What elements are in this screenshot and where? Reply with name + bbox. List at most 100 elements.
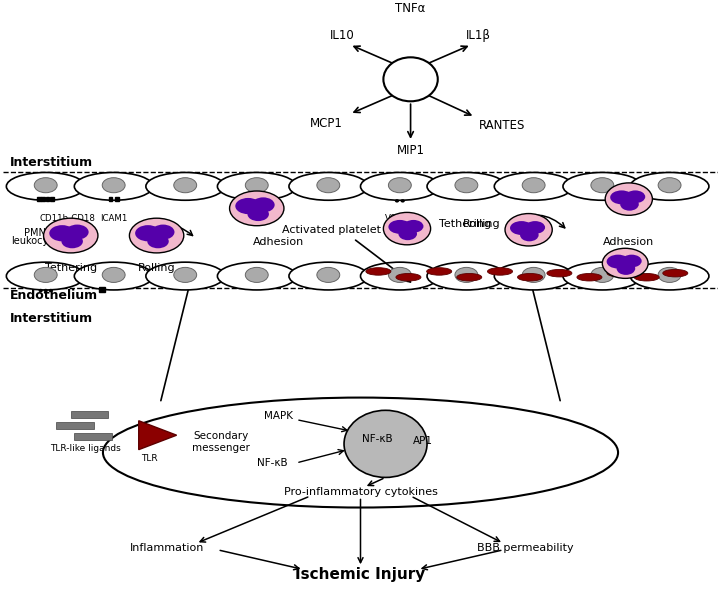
Ellipse shape	[607, 269, 632, 277]
Ellipse shape	[634, 274, 659, 281]
Ellipse shape	[591, 268, 614, 283]
Ellipse shape	[625, 190, 645, 203]
Text: leukocyte: leukocyte	[12, 236, 58, 247]
Ellipse shape	[43, 218, 98, 253]
Ellipse shape	[35, 178, 57, 193]
Ellipse shape	[317, 268, 340, 283]
Text: NF-κB: NF-κB	[362, 434, 392, 444]
Ellipse shape	[427, 172, 505, 200]
Ellipse shape	[563, 172, 642, 200]
Ellipse shape	[360, 172, 439, 200]
Ellipse shape	[610, 190, 633, 205]
Ellipse shape	[245, 268, 268, 283]
Text: Adhesion: Adhesion	[252, 237, 304, 247]
Ellipse shape	[317, 178, 340, 193]
Text: Interstitium: Interstitium	[10, 312, 93, 325]
Text: Pro-inflammatory cytokines: Pro-inflammatory cytokines	[283, 487, 438, 497]
Bar	[252, 197, 255, 202]
Polygon shape	[138, 421, 177, 449]
Text: Tethering: Tethering	[439, 219, 491, 229]
Ellipse shape	[61, 235, 83, 248]
Ellipse shape	[129, 218, 184, 253]
Text: Ischemic Injury: Ischemic Injury	[296, 566, 425, 581]
Ellipse shape	[663, 269, 688, 277]
Ellipse shape	[427, 262, 505, 290]
Ellipse shape	[102, 178, 125, 193]
Bar	[45, 197, 49, 201]
Circle shape	[38, 289, 43, 292]
Ellipse shape	[35, 268, 57, 283]
Bar	[71, 411, 108, 418]
Ellipse shape	[218, 172, 296, 200]
Ellipse shape	[289, 262, 368, 290]
Ellipse shape	[525, 221, 545, 234]
Text: Inflammation: Inflammation	[131, 543, 205, 553]
Ellipse shape	[522, 268, 545, 283]
Ellipse shape	[630, 172, 709, 200]
Ellipse shape	[384, 212, 430, 245]
Text: MCP1: MCP1	[310, 117, 342, 130]
Bar	[37, 197, 40, 201]
Ellipse shape	[389, 268, 411, 283]
Text: Adhesion: Adhesion	[603, 237, 655, 247]
Ellipse shape	[174, 268, 197, 283]
Ellipse shape	[495, 172, 573, 200]
Ellipse shape	[6, 172, 85, 200]
Ellipse shape	[658, 178, 681, 193]
Ellipse shape	[135, 225, 161, 241]
Ellipse shape	[563, 262, 642, 290]
Circle shape	[344, 410, 427, 478]
Text: ICAM1: ICAM1	[100, 214, 128, 223]
Text: VCAM1: VCAM1	[384, 214, 415, 223]
Ellipse shape	[622, 254, 642, 268]
Ellipse shape	[495, 262, 573, 290]
Text: CD11b-CD18: CD11b-CD18	[39, 214, 95, 223]
Ellipse shape	[74, 172, 153, 200]
Ellipse shape	[289, 172, 368, 200]
Circle shape	[43, 289, 48, 292]
Ellipse shape	[510, 221, 533, 235]
Circle shape	[401, 199, 405, 203]
Text: NF-κB: NF-κB	[257, 458, 288, 468]
Ellipse shape	[74, 262, 153, 290]
Ellipse shape	[547, 269, 572, 277]
Ellipse shape	[252, 197, 275, 212]
Ellipse shape	[404, 220, 423, 233]
Ellipse shape	[245, 178, 268, 193]
Text: MIP1: MIP1	[397, 143, 425, 157]
Ellipse shape	[616, 262, 635, 275]
Ellipse shape	[147, 235, 169, 248]
Text: IL10: IL10	[330, 29, 355, 41]
Ellipse shape	[66, 224, 89, 239]
Ellipse shape	[229, 191, 284, 226]
Ellipse shape	[520, 229, 539, 241]
Ellipse shape	[389, 178, 411, 193]
Ellipse shape	[455, 178, 478, 193]
Ellipse shape	[247, 207, 269, 221]
Text: Rolling: Rolling	[138, 263, 175, 274]
Bar	[50, 197, 53, 201]
Text: RANTES: RANTES	[479, 119, 525, 131]
Text: PMN: PMN	[24, 227, 46, 238]
Bar	[109, 197, 112, 202]
Ellipse shape	[487, 268, 513, 275]
Ellipse shape	[455, 268, 478, 283]
Text: MAPK: MAPK	[264, 411, 293, 421]
Circle shape	[384, 58, 438, 101]
Ellipse shape	[146, 262, 224, 290]
Ellipse shape	[146, 172, 224, 200]
Bar	[258, 197, 262, 202]
Text: Activated platelet: Activated platelet	[283, 225, 381, 235]
Ellipse shape	[456, 274, 482, 281]
Text: TLR: TLR	[141, 454, 158, 463]
Ellipse shape	[218, 262, 296, 290]
Ellipse shape	[522, 178, 545, 193]
Ellipse shape	[591, 178, 614, 193]
Bar	[56, 422, 94, 430]
Ellipse shape	[606, 254, 629, 269]
Ellipse shape	[102, 268, 125, 283]
Text: IL1β: IL1β	[466, 29, 491, 41]
Ellipse shape	[505, 214, 552, 246]
Text: Tethering: Tethering	[45, 263, 97, 274]
Ellipse shape	[602, 248, 648, 278]
